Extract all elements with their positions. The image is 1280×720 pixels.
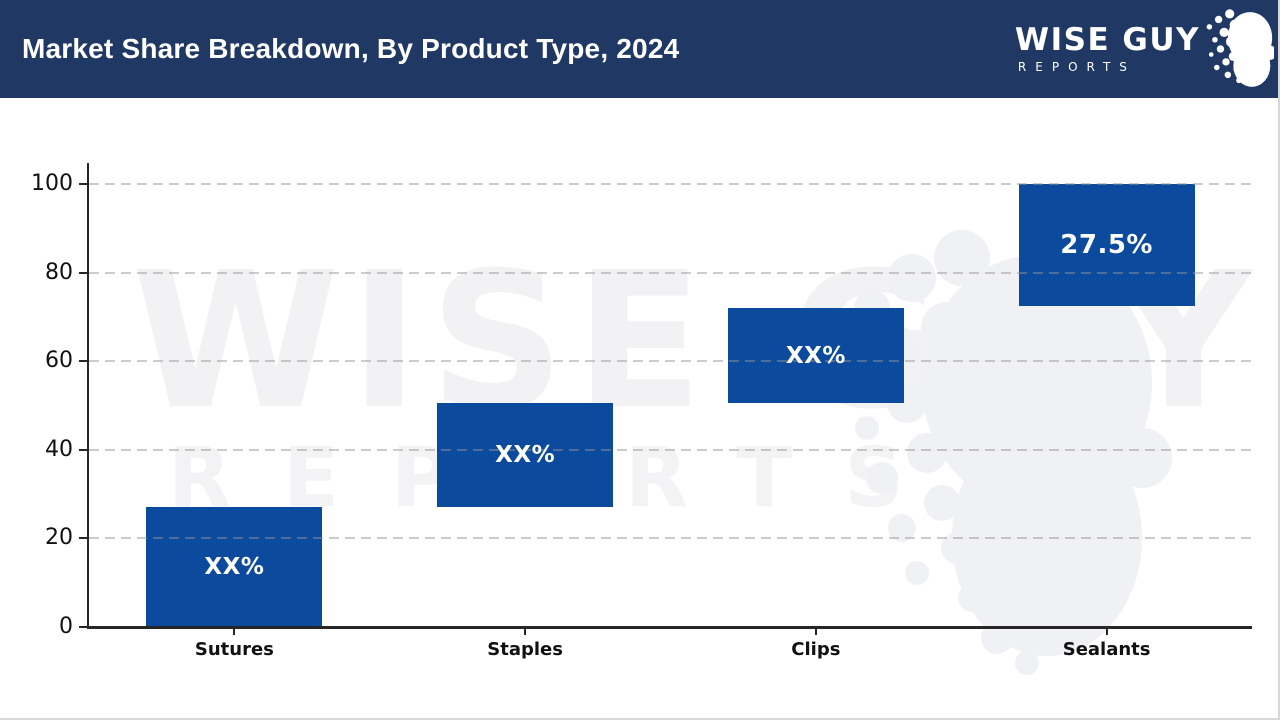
x-tick-staples <box>524 628 527 635</box>
bar-value-label-staples: XX% <box>495 442 556 469</box>
x-axis-line <box>87 626 1252 629</box>
x-tick-clips <box>814 628 817 635</box>
logo-head-icon <box>1206 9 1274 87</box>
page-title: Market Share Breakdown, By Product Type,… <box>22 33 680 64</box>
bar-staples <box>437 403 614 508</box>
y-tick-label-40: 40 <box>45 436 73 462</box>
gridline-40 <box>89 448 1252 451</box>
x-tick-sealants <box>1105 628 1108 635</box>
x-tick-label-sutures: Sutures <box>194 639 274 660</box>
logo-text: WISE GUY REPORTS <box>1014 21 1200 74</box>
bar-value-label-sealants: 27.5% <box>1060 229 1153 260</box>
page-bottom-border <box>0 718 1280 720</box>
y-tick-60 <box>79 360 89 363</box>
header-bar: Market Share Breakdown, By Product Type,… <box>0 0 1280 98</box>
x-tick-label-staples: Staples <box>487 639 563 660</box>
y-tick-label-60: 60 <box>45 348 73 374</box>
wise-guy-reports-logo: WISE GUY REPORTS <box>1015 6 1274 92</box>
y-tick-label-20: 20 <box>45 525 73 551</box>
y-tick-40 <box>79 448 89 451</box>
gridline-80 <box>89 271 1252 274</box>
x-tick-sutures <box>233 628 236 635</box>
bar-value-label-clips: XX% <box>785 342 846 369</box>
y-tick-label-0: 0 <box>59 614 73 639</box>
y-axis-line <box>87 163 89 629</box>
gridline-100 <box>89 183 1252 185</box>
bar-value-label-sutures: XX% <box>204 554 265 581</box>
bar-sealants <box>1018 184 1195 306</box>
gridline-20 <box>89 537 1252 540</box>
bar-clips <box>727 308 904 404</box>
logo-wordmark: WISE GUY <box>1014 21 1200 58</box>
y-tick-0 <box>79 626 89 628</box>
y-tick-label-100: 100 <box>31 171 73 196</box>
y-tick-100 <box>79 183 89 185</box>
x-tick-label-sealants: Sealants <box>1062 639 1151 660</box>
y-tick-20 <box>79 537 89 540</box>
x-tick-label-clips: Clips <box>791 639 841 660</box>
gridline-60 <box>89 360 1252 363</box>
y-tick-80 <box>79 271 89 274</box>
page-right-border <box>1278 0 1280 720</box>
bar-sutures <box>146 507 323 627</box>
y-tick-label-80: 80 <box>45 259 73 285</box>
logo-subtitle: REPORTS <box>1017 59 1136 74</box>
